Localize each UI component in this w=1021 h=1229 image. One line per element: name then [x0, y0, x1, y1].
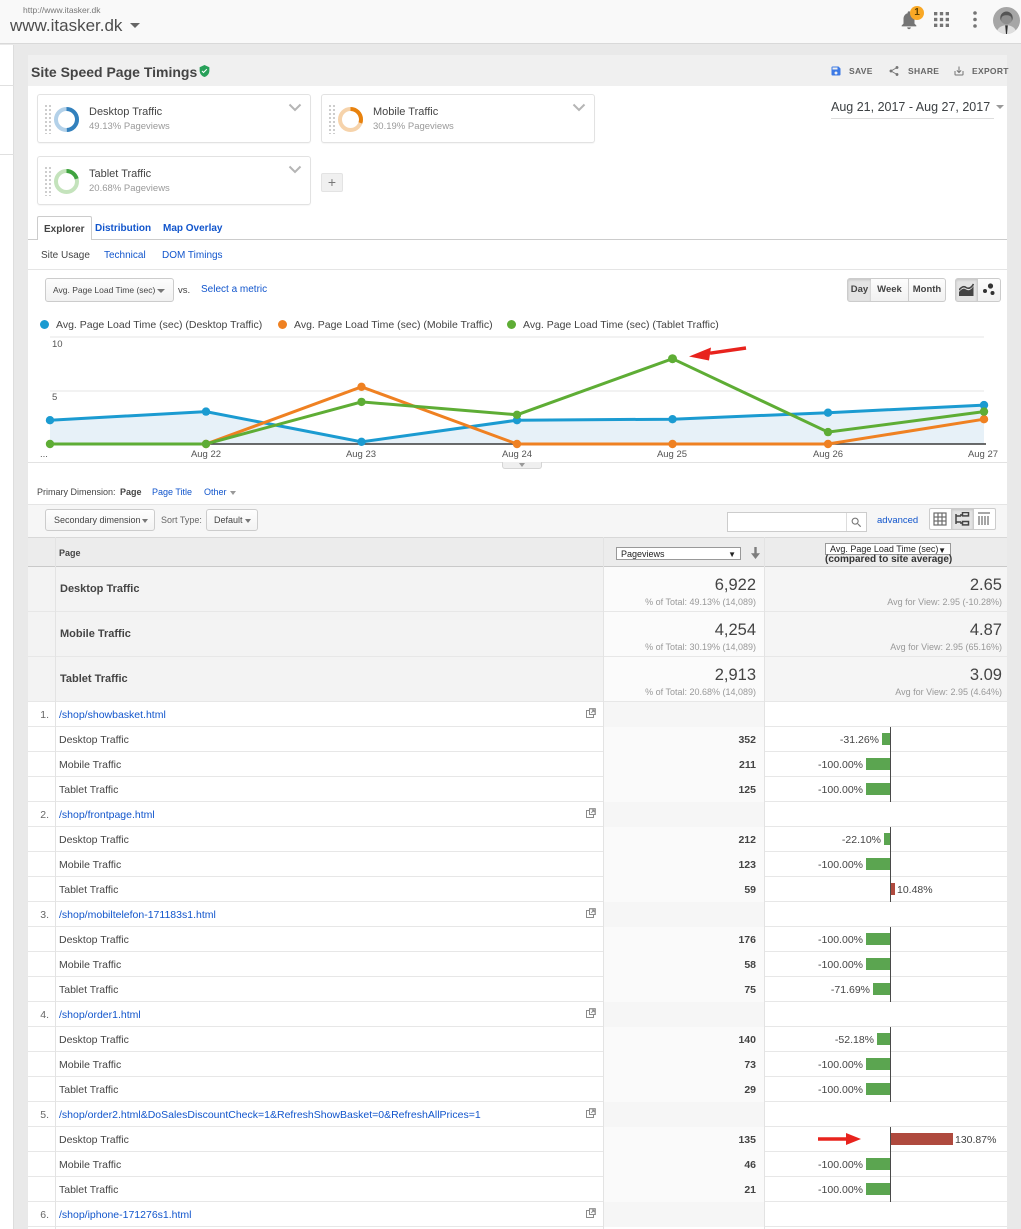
svg-text:5: 5	[52, 392, 57, 403]
svg-text:10: 10	[52, 339, 63, 350]
